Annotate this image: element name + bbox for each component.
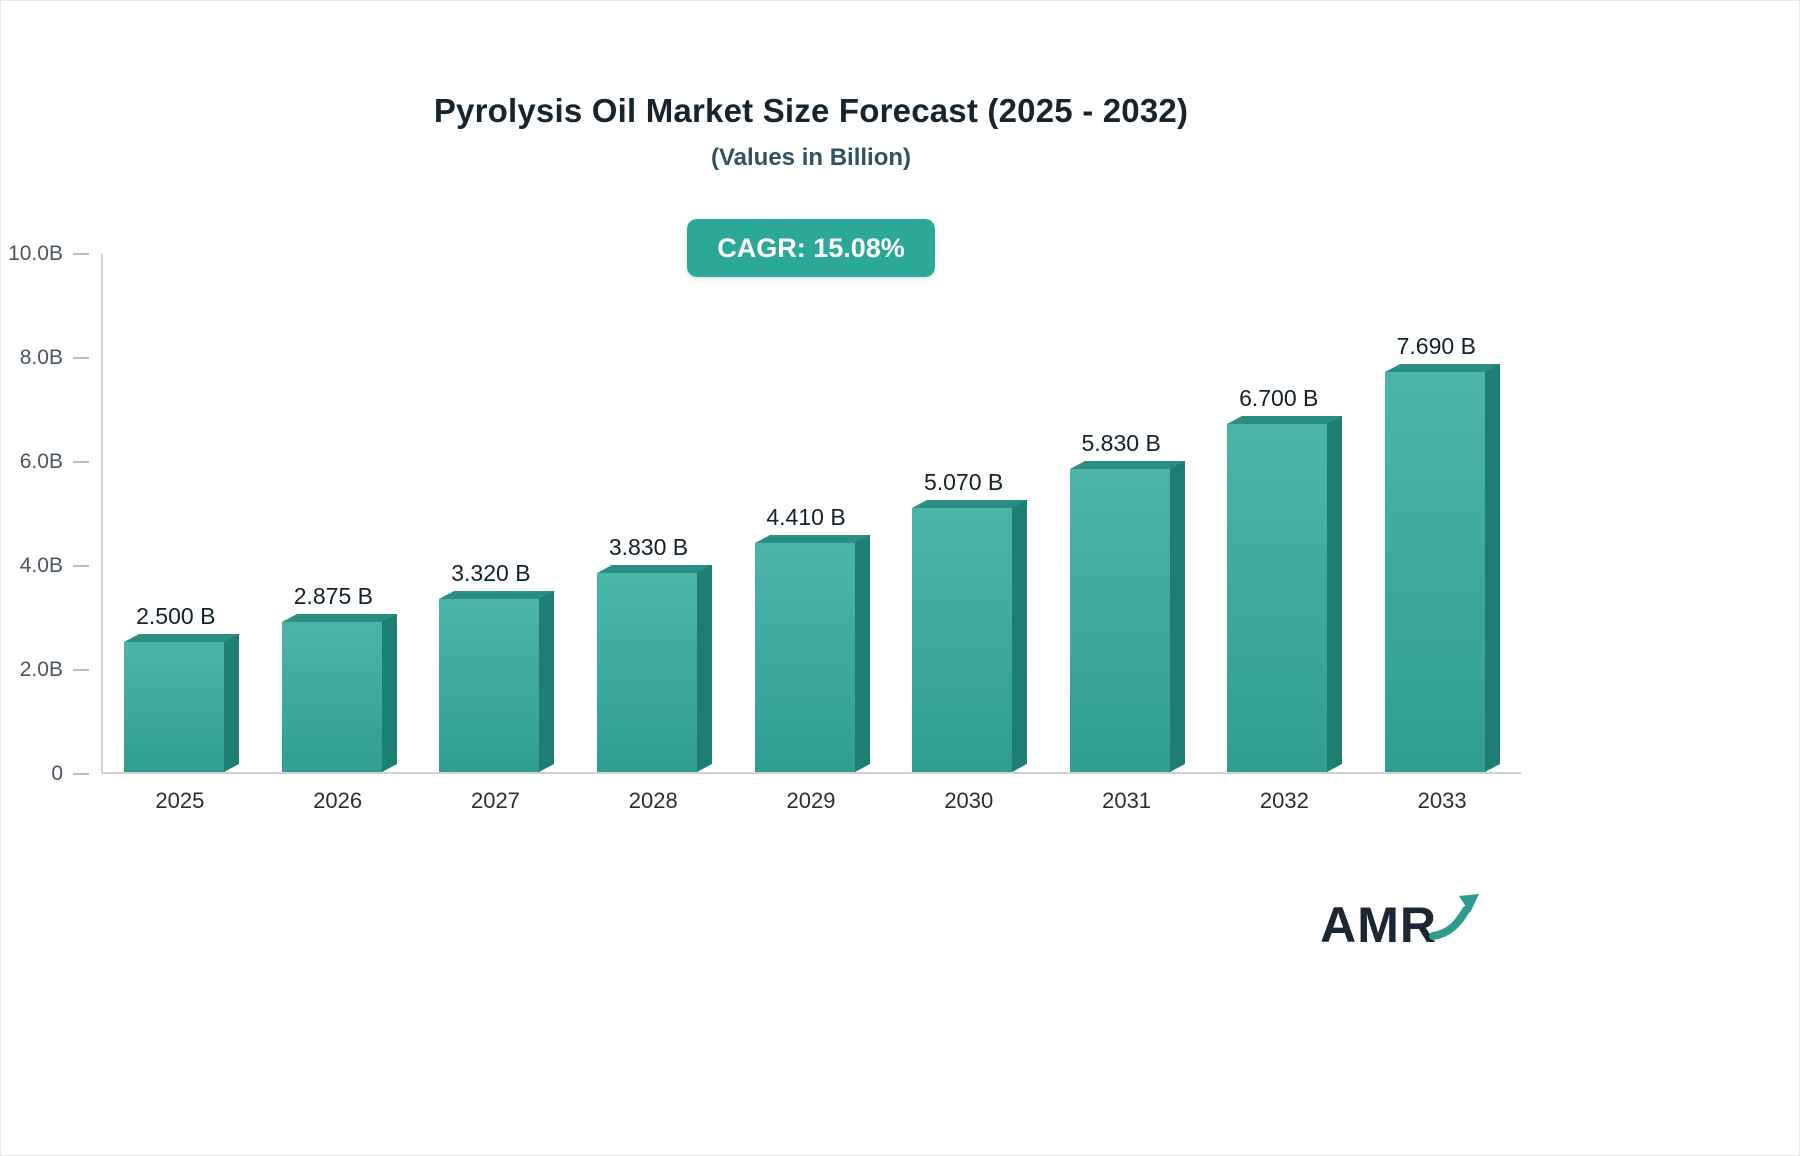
bar-top-face — [1384, 364, 1501, 372]
bar — [124, 634, 241, 772]
y-tick-mark — [73, 461, 89, 463]
x-axis-label: 2026 — [313, 788, 363, 813]
y-tick-mark — [73, 773, 89, 775]
bar-value-label: 7.690 B — [1396, 333, 1476, 359]
bar-group: 2.500 B — [103, 254, 261, 772]
y-tick: 6.0B — [1, 450, 95, 474]
bar-front-face — [281, 622, 383, 772]
y-tick-label: 0 — [51, 762, 63, 785]
plot-area: 0 2.0B 4.0B 6.0B 8.0B 10.0B 2.500 B 2.875 B 3.3… — [8, 242, 1521, 785]
bar-top-face — [912, 500, 1029, 508]
bar — [439, 591, 556, 772]
bar-top-face — [124, 634, 241, 642]
amr-logo-text: AMR — [1320, 897, 1437, 953]
bar — [754, 535, 871, 772]
bar-top-face — [1227, 416, 1344, 424]
bar-side-face — [696, 565, 712, 772]
x-axis-labels: 2025 2026 2027 2028 2029 2030 2031 2032 2033 — [101, 788, 1521, 814]
bar — [912, 500, 1029, 772]
bar-value-label: 3.320 B — [451, 560, 531, 586]
bar-front-face — [1227, 424, 1329, 772]
bar — [1227, 416, 1344, 772]
bar-front-face — [1384, 372, 1486, 772]
y-tick-label: 8.0B — [19, 346, 63, 369]
x-axis-label: 2028 — [628, 788, 678, 813]
bar-top-face — [754, 535, 871, 543]
bar — [596, 565, 713, 772]
bar-group: 2.875 B — [261, 254, 419, 772]
bar — [1069, 461, 1186, 772]
bar-front-face — [1069, 469, 1171, 772]
bar-side-face — [539, 591, 555, 772]
x-axis-label: 2032 — [1259, 788, 1309, 813]
y-tick-label: 6.0B — [19, 450, 63, 473]
y-tick: 8.0B — [1, 346, 95, 370]
bar-top-face — [596, 565, 713, 573]
chart-subtitle: (Values in Billion) — [710, 144, 912, 171]
plot-wrap: 0 2.0B 4.0B 6.0B 8.0B 10.0B 2.500 B 2.875 B 3.3… — [8, 242, 1521, 814]
y-tick: 0 — [1, 762, 95, 786]
x-axis-label: 2027 — [470, 788, 520, 813]
bar-front-face — [596, 573, 698, 772]
bar — [1384, 364, 1501, 772]
y-tick-label: 4.0B — [19, 554, 63, 577]
bar-side-face — [854, 535, 870, 772]
bar-value-label: 3.830 B — [608, 534, 689, 560]
y-tick-mark — [73, 357, 89, 359]
bar-group: 7.690 B — [1364, 254, 1522, 772]
bar-front-face — [754, 543, 856, 772]
bar-value-label: 6.700 B — [1239, 385, 1319, 411]
chart-container: Pyrolysis Oil Market Size Forecast (2025… — [8, 91, 1521, 814]
bar-side-face — [1484, 364, 1500, 772]
bar-value-label: 2.875 B — [293, 583, 373, 609]
bar-front-face — [439, 599, 541, 772]
chart-title: Pyrolysis Oil Market Size Forecast (2025… — [433, 92, 1189, 129]
bar-top-face — [439, 591, 556, 599]
y-tick: 10.0B — [1, 242, 95, 266]
bar-group: 3.830 B — [576, 254, 734, 772]
y-tick: 4.0B — [1, 554, 95, 578]
y-tick-mark — [73, 565, 89, 567]
bar-value-label: 2.500 B — [136, 603, 216, 629]
bar-group: 3.320 B — [418, 254, 576, 772]
bar-side-face — [1327, 416, 1343, 772]
y-tick-label: 2.0B — [19, 658, 63, 681]
y-tick-mark — [73, 669, 89, 671]
bar-front-face — [124, 642, 226, 772]
bar-value-label: 5.830 B — [1081, 430, 1161, 456]
bar-side-face — [1012, 500, 1028, 772]
bar-value-label: 5.070 B — [923, 469, 1004, 495]
bar-group: 5.070 B — [891, 254, 1049, 772]
bar-front-face — [912, 508, 1014, 772]
bar-top-face — [1069, 461, 1186, 469]
y-tick: 2.0B — [1, 658, 95, 682]
x-axis-label: 2025 — [155, 788, 205, 813]
bar-side-face — [224, 634, 240, 772]
cagr-badge: CAGR: 15.08% — [687, 219, 935, 277]
y-tick-mark — [73, 253, 89, 255]
growth-arrow-icon — [1429, 894, 1479, 940]
amr-logo: AMR — [1320, 894, 1481, 953]
x-axis-label: 2029 — [786, 788, 836, 813]
x-axis-label: 2030 — [944, 788, 994, 813]
bar — [281, 614, 398, 772]
x-axis-label: 2033 — [1417, 788, 1467, 813]
bar-value-label: 4.410 B — [766, 504, 846, 530]
bars-row: 2.500 B 2.875 B 3.320 B 3.830 B 4.410 B 5.070… — [103, 254, 1521, 772]
bar-group: 6.700 B — [1206, 254, 1364, 772]
bar-top-face — [281, 614, 398, 622]
bar-group: 4.410 B — [733, 254, 891, 772]
bar-side-face — [381, 614, 397, 772]
x-axis-label: 2031 — [1102, 788, 1152, 813]
bar-side-face — [1169, 461, 1185, 772]
y-tick-label: 10.0B — [8, 242, 63, 265]
badge-container: CAGR: 15.08% — [101, 219, 1521, 277]
bar-group: 5.830 B — [1048, 254, 1206, 772]
